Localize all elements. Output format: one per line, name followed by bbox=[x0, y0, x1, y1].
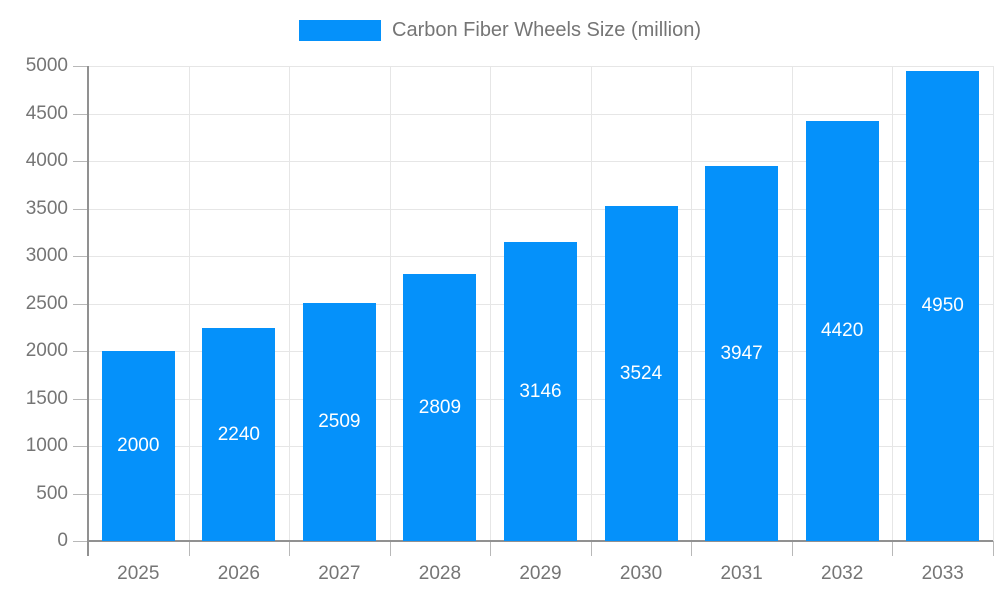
x-axis-tick-label: 2029 bbox=[519, 563, 562, 584]
bar-value-label: 2240 bbox=[217, 423, 260, 445]
y-axis-tick bbox=[73, 161, 88, 162]
x-axis-tick bbox=[791, 541, 793, 556]
bar-value-label: 3947 bbox=[720, 342, 763, 364]
x-axis-tick-label: 2031 bbox=[720, 563, 763, 584]
x-axis-tick-label: 2025 bbox=[117, 563, 160, 584]
y-axis-tick bbox=[73, 541, 88, 542]
bar-2027[interactable]: 2509 bbox=[302, 302, 376, 541]
x-axis-tick bbox=[188, 541, 190, 556]
y-axis-tick-label: 3500 bbox=[25, 197, 68, 219]
bar-value-label: 3146 bbox=[519, 380, 562, 402]
bar-2026[interactable]: 2240 bbox=[202, 328, 276, 541]
x-axis-tick-label: 2026 bbox=[217, 563, 260, 584]
y-gridline bbox=[88, 161, 993, 162]
legend-swatch bbox=[299, 20, 381, 41]
x-axis-tick bbox=[993, 541, 994, 556]
x-axis-tick bbox=[490, 541, 492, 556]
x-axis-tick bbox=[289, 541, 291, 556]
y-axis-line bbox=[87, 66, 89, 556]
y-axis-tick-label: 1000 bbox=[25, 435, 68, 456]
x-gridline bbox=[892, 66, 894, 541]
y-axis-tick-label: 500 bbox=[36, 482, 68, 504]
x-axis-tick-label: 2030 bbox=[619, 563, 663, 584]
y-axis-tick-label: 5000 bbox=[25, 55, 68, 76]
x-gridline bbox=[490, 66, 492, 541]
x-axis-tick-label: 2028 bbox=[418, 563, 462, 584]
bar-2029[interactable]: 3146 bbox=[504, 242, 577, 541]
bar-value-label: 4950 bbox=[921, 294, 964, 316]
x-axis-tick-label: 2027 bbox=[318, 563, 361, 584]
bar-2025[interactable]: 2000 bbox=[101, 351, 175, 541]
y-gridline bbox=[88, 66, 993, 67]
bar-2028[interactable]: 2809 bbox=[403, 274, 477, 541]
y-axis-tick bbox=[73, 113, 88, 115]
x-gridline bbox=[590, 66, 592, 541]
y-axis-tick-label: 2000 bbox=[25, 340, 68, 361]
bar-2030[interactable]: 3524 bbox=[604, 206, 678, 541]
y-axis-tick bbox=[73, 256, 88, 257]
bar-value-label: 4420 bbox=[821, 320, 864, 342]
y-axis-tick bbox=[73, 66, 88, 67]
y-axis-tick-label: 4000 bbox=[25, 150, 68, 171]
bar-2033[interactable]: 4950 bbox=[906, 70, 980, 541]
x-gridline bbox=[691, 66, 693, 541]
x-axis-tick bbox=[389, 541, 391, 556]
x-gridline bbox=[993, 66, 994, 541]
bar-value-label: 2509 bbox=[318, 410, 361, 432]
x-axis-tick bbox=[691, 541, 693, 556]
y-axis-tick-label: 0 bbox=[57, 530, 68, 551]
y-axis-tick bbox=[73, 303, 88, 305]
y-gridline bbox=[88, 208, 993, 210]
legend[interactable]: Carbon Fiber Wheels Size (million) bbox=[0, 19, 1000, 42]
y-axis-tick-label: 4500 bbox=[25, 102, 68, 124]
x-axis-tick-label: 2032 bbox=[821, 563, 864, 584]
legend-label: Carbon Fiber Wheels Size (million) bbox=[392, 19, 701, 41]
bar-value-label: 2809 bbox=[418, 396, 462, 418]
y-axis-tick bbox=[73, 493, 88, 495]
y-axis-tick-label: 2500 bbox=[25, 292, 68, 314]
bar-value-label: 2000 bbox=[117, 435, 160, 456]
bar-value-label: 3524 bbox=[619, 362, 663, 384]
y-axis-tick bbox=[73, 446, 88, 447]
x-axis-tick-label: 2033 bbox=[921, 563, 964, 584]
y-axis-tick-label: 3000 bbox=[25, 245, 68, 266]
x-gridline bbox=[289, 66, 291, 541]
y-axis-tick bbox=[73, 398, 88, 400]
bar-2031[interactable]: 3947 bbox=[705, 166, 779, 541]
y-axis-tick bbox=[73, 351, 88, 352]
x-gridline bbox=[188, 66, 190, 541]
x-axis-tick bbox=[590, 541, 592, 556]
x-axis-tick bbox=[892, 541, 894, 556]
x-axis-line bbox=[88, 540, 993, 542]
y-gridline bbox=[88, 113, 993, 115]
y-axis-tick bbox=[73, 208, 88, 210]
bar-2032[interactable]: 4420 bbox=[805, 121, 879, 541]
x-gridline bbox=[791, 66, 793, 541]
y-axis-tick-label: 1500 bbox=[25, 387, 68, 409]
x-gridline bbox=[389, 66, 391, 541]
